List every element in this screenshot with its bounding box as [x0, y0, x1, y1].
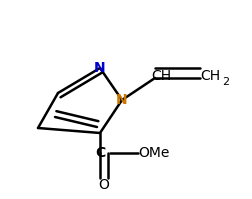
Text: CH: CH: [199, 69, 219, 83]
Text: CH: CH: [150, 69, 170, 83]
Text: O: O: [98, 178, 109, 192]
Text: C: C: [94, 146, 105, 160]
Text: OMe: OMe: [137, 146, 169, 160]
Text: N: N: [94, 61, 105, 75]
Text: 2: 2: [221, 77, 228, 87]
Text: N: N: [116, 93, 127, 107]
